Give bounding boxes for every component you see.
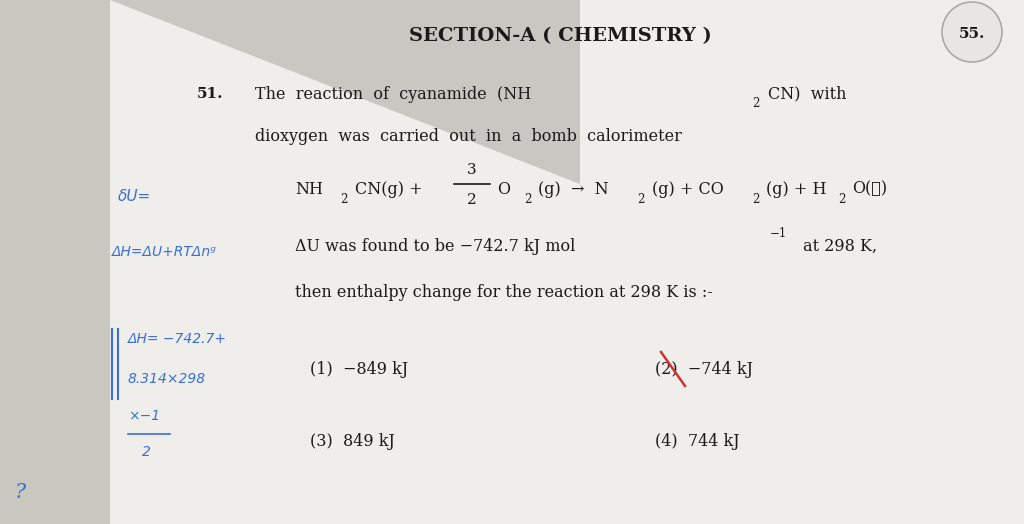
Circle shape xyxy=(942,2,1002,62)
Text: ?: ? xyxy=(15,483,27,501)
Text: NH: NH xyxy=(295,180,323,198)
Text: 8.314×298: 8.314×298 xyxy=(128,372,206,386)
Text: 3: 3 xyxy=(467,163,477,177)
Text: 51.: 51. xyxy=(197,87,223,101)
Text: 2: 2 xyxy=(752,192,760,205)
Text: 2: 2 xyxy=(752,96,760,110)
Text: −1: −1 xyxy=(770,226,787,239)
Bar xyxy=(110,0,1024,524)
Text: (g) + CO: (g) + CO xyxy=(652,180,724,198)
Text: ×−1: ×−1 xyxy=(128,409,160,423)
Text: then enthalpy change for the reaction at 298 K is :-: then enthalpy change for the reaction at… xyxy=(295,283,713,300)
Text: dioxygen  was  carried  out  in  a  bomb  calorimeter: dioxygen was carried out in a bomb calor… xyxy=(255,127,682,145)
Text: δU=: δU= xyxy=(118,189,152,203)
Text: (g) + H: (g) + H xyxy=(766,180,826,198)
Text: 2: 2 xyxy=(142,445,151,459)
Text: 2: 2 xyxy=(838,192,846,205)
Text: 2: 2 xyxy=(340,192,347,205)
Text: 2: 2 xyxy=(524,192,531,205)
Text: ΔU was found to be −742.7 kJ mol: ΔU was found to be −742.7 kJ mol xyxy=(295,237,575,255)
Text: ΔH= −742.7+: ΔH= −742.7+ xyxy=(128,332,227,346)
Bar xyxy=(0,0,110,524)
Text: The  reaction  of  cyanamide  (NH: The reaction of cyanamide (NH xyxy=(255,85,531,103)
Text: CN)  with: CN) with xyxy=(768,85,847,103)
Text: CN(g) +: CN(g) + xyxy=(355,180,423,198)
Text: 2: 2 xyxy=(637,192,644,205)
Text: at 298 K,: at 298 K, xyxy=(798,237,878,255)
Text: (3)  849 kJ: (3) 849 kJ xyxy=(310,433,395,451)
Text: (2)  −744 kJ: (2) −744 kJ xyxy=(655,361,753,377)
Text: ΔH=ΔU+RTΔnᵍ: ΔH=ΔU+RTΔnᵍ xyxy=(112,245,217,259)
Text: 2: 2 xyxy=(467,193,477,207)
Text: (4)  744 kJ: (4) 744 kJ xyxy=(655,433,739,451)
Polygon shape xyxy=(110,0,580,184)
Text: 55.: 55. xyxy=(958,27,985,41)
Text: (1)  −849 kJ: (1) −849 kJ xyxy=(310,361,409,377)
Text: SECTION-A ( CHEMISTRY ): SECTION-A ( CHEMISTRY ) xyxy=(409,27,712,45)
Text: (g)  →  N: (g) → N xyxy=(538,180,608,198)
Text: O(ℓ): O(ℓ) xyxy=(852,180,887,198)
Text: O: O xyxy=(497,180,510,198)
